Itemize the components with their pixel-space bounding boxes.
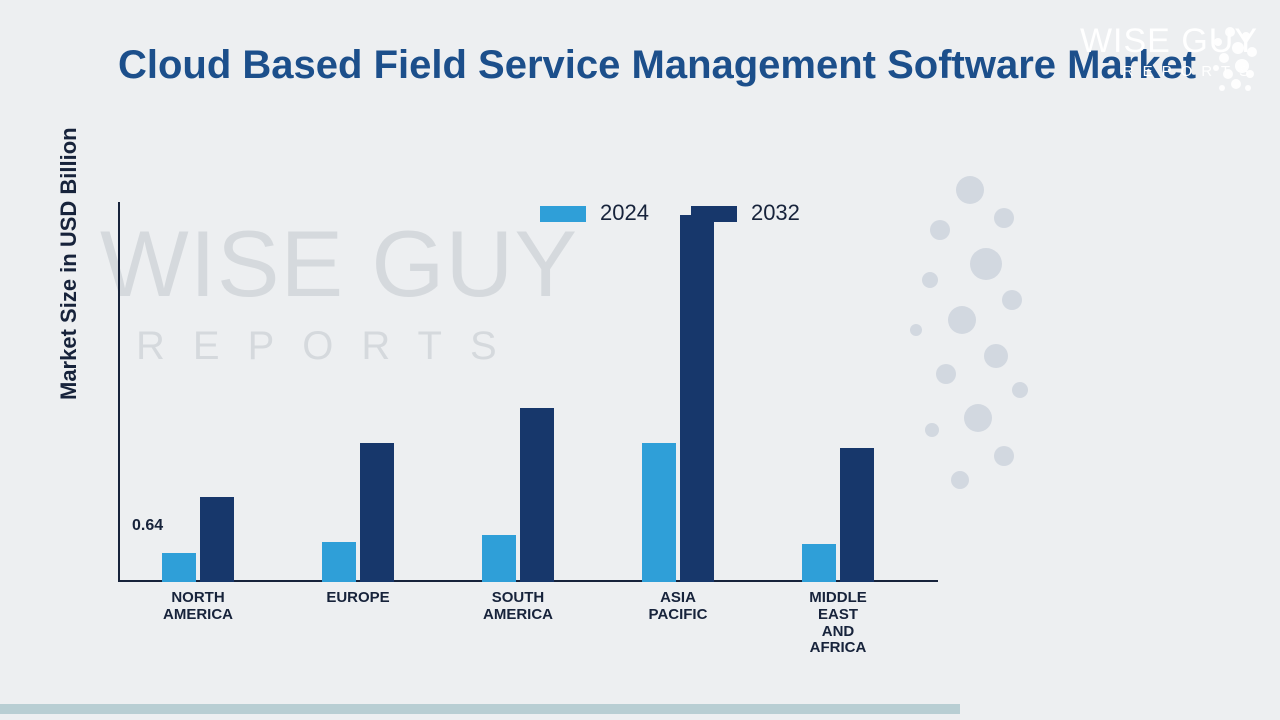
bar-value-label: 0.64 (132, 517, 163, 535)
bar-2032 (840, 448, 874, 582)
x-tick-label: SOUTHAMERICA (458, 582, 578, 624)
bar-2024 (642, 443, 676, 582)
bar-2032 (200, 497, 234, 582)
brand-name-a: WISE (1080, 22, 1171, 60)
x-tick-label: MIDDLEEASTANDAFRICA (778, 582, 898, 657)
legend-swatch-2024 (540, 206, 586, 222)
bar-2024 (482, 535, 516, 582)
bar-2032 (520, 408, 554, 582)
bar-2024 (162, 553, 196, 582)
chart-legend: 2024 2032 (540, 200, 800, 226)
legend-swatch-2032 (691, 206, 737, 222)
legend-item-2024: 2024 (540, 200, 649, 226)
bar-2032 (680, 215, 714, 582)
legend-item-2032: 2032 (691, 200, 800, 226)
logo-head-icon (1168, 18, 1262, 104)
plot-area: NORTHAMERICA0.64EUROPESOUTHAMERICAASIAPA… (118, 202, 938, 582)
x-tick-label: EUROPE (298, 582, 418, 607)
bottom-accent-bar (0, 704, 960, 714)
x-tick-label: NORTHAMERICA (138, 582, 258, 624)
x-tick-label: ASIAPACIFIC (618, 582, 738, 624)
bar-2024 (322, 542, 356, 582)
bar-2032 (360, 443, 394, 582)
y-axis-line (118, 202, 120, 582)
bar-chart: NORTHAMERICA0.64EUROPESOUTHAMERICAASIAPA… (118, 192, 938, 600)
y-axis-label: Market Size in USD Billion (56, 127, 82, 400)
brand-logo: WISE GUY REPORTS (1080, 22, 1258, 80)
chart-title: Cloud Based Field Service Management Sof… (118, 42, 1196, 89)
bar-2024 (802, 544, 836, 582)
